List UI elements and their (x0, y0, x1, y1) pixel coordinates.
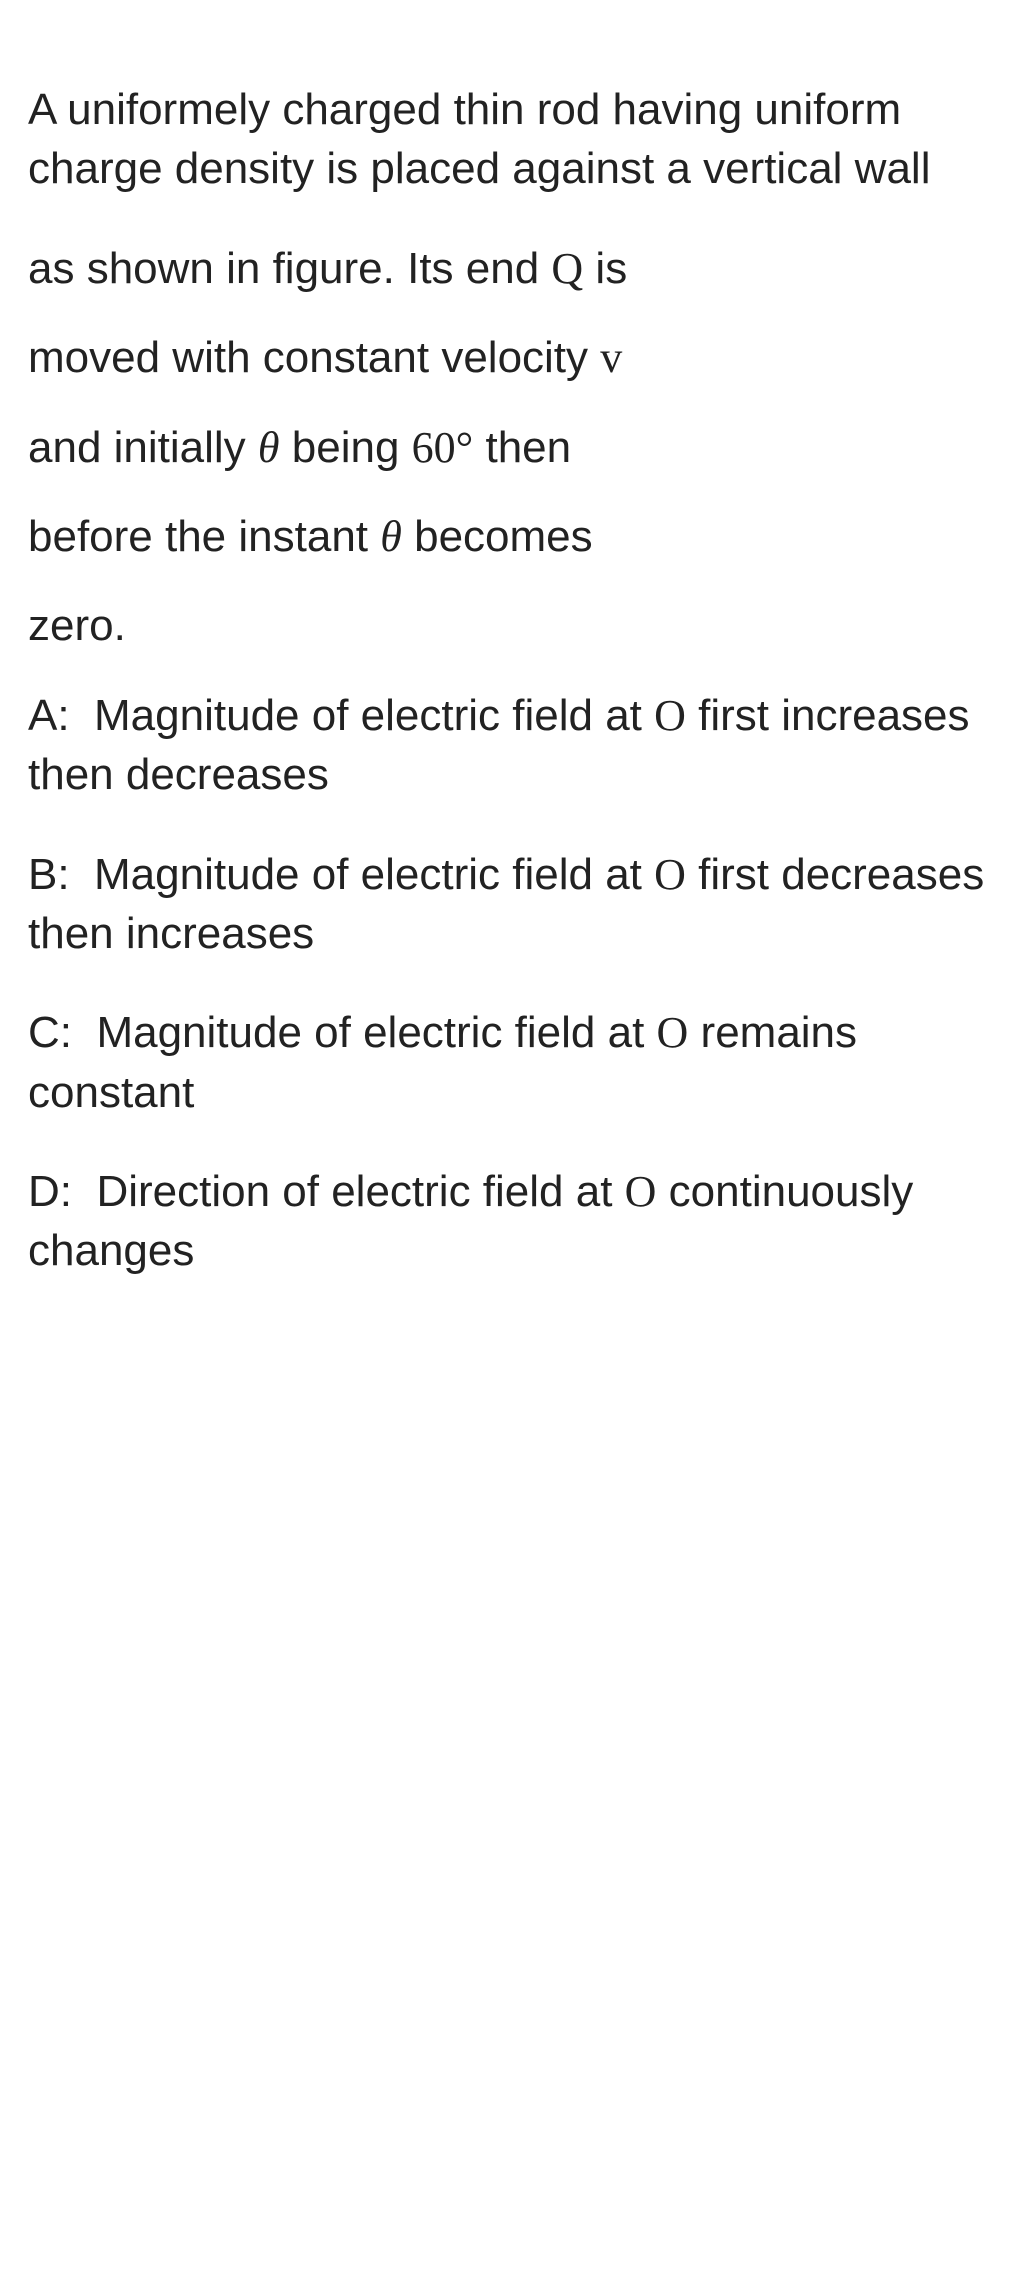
text-moved: moved with constant velocity (28, 333, 600, 382)
text-and-initially: and initially (28, 423, 258, 472)
question-page: A uniformely charged thin rod having uni… (0, 0, 1024, 1341)
symbol-theta-2: θ (380, 512, 402, 561)
question-line-4: and initially θ being 60° then (28, 418, 996, 477)
value-sixty: 60 (412, 423, 456, 472)
option-c[interactable]: C: Magnitude of electric field at O rema… (28, 1003, 996, 1122)
option-d-pre: Direction of electric field at (96, 1167, 624, 1216)
symbol-O-b: O (654, 850, 686, 899)
question-line-3: moved with constant velocity v (28, 328, 996, 387)
symbol-theta-1: θ (258, 423, 280, 472)
symbol-O-a: O (654, 691, 686, 740)
option-a-pre: Magnitude of electric field at (94, 691, 654, 740)
symbol-O-d: O (625, 1167, 657, 1216)
question-line-1: A uniformely charged thin rod having uni… (28, 80, 996, 199)
question-line-6: zero. (28, 596, 996, 655)
symbol-Q: Q (551, 244, 583, 293)
text-becomes: becomes (402, 512, 593, 561)
degree-symbol: ° (456, 423, 474, 472)
option-a[interactable]: A: Magnitude of electric field at O firs… (28, 686, 996, 805)
option-d[interactable]: D: Direction of electric field at O cont… (28, 1162, 996, 1281)
option-d-label: D: (28, 1167, 72, 1216)
text-being: being (280, 423, 412, 472)
text-as-shown: as shown in figure. Its end (28, 244, 551, 293)
option-a-label: A: (28, 691, 70, 740)
option-b-label: B: (28, 850, 70, 899)
symbol-v: v (600, 333, 622, 382)
symbol-O-c: O (657, 1008, 689, 1057)
option-c-label: C: (28, 1008, 72, 1057)
question-line-5: before the instant θ becomes (28, 507, 996, 566)
option-c-pre: Magnitude of electric field at (96, 1008, 656, 1057)
text-then: then (473, 423, 571, 472)
option-b-pre: Magnitude of electric field at (94, 850, 654, 899)
text-is: is (583, 244, 627, 293)
question-line-2: as shown in figure. Its end Q is (28, 239, 996, 298)
option-b[interactable]: B: Magnitude of electric field at O firs… (28, 845, 996, 964)
text-before: before the instant (28, 512, 380, 561)
